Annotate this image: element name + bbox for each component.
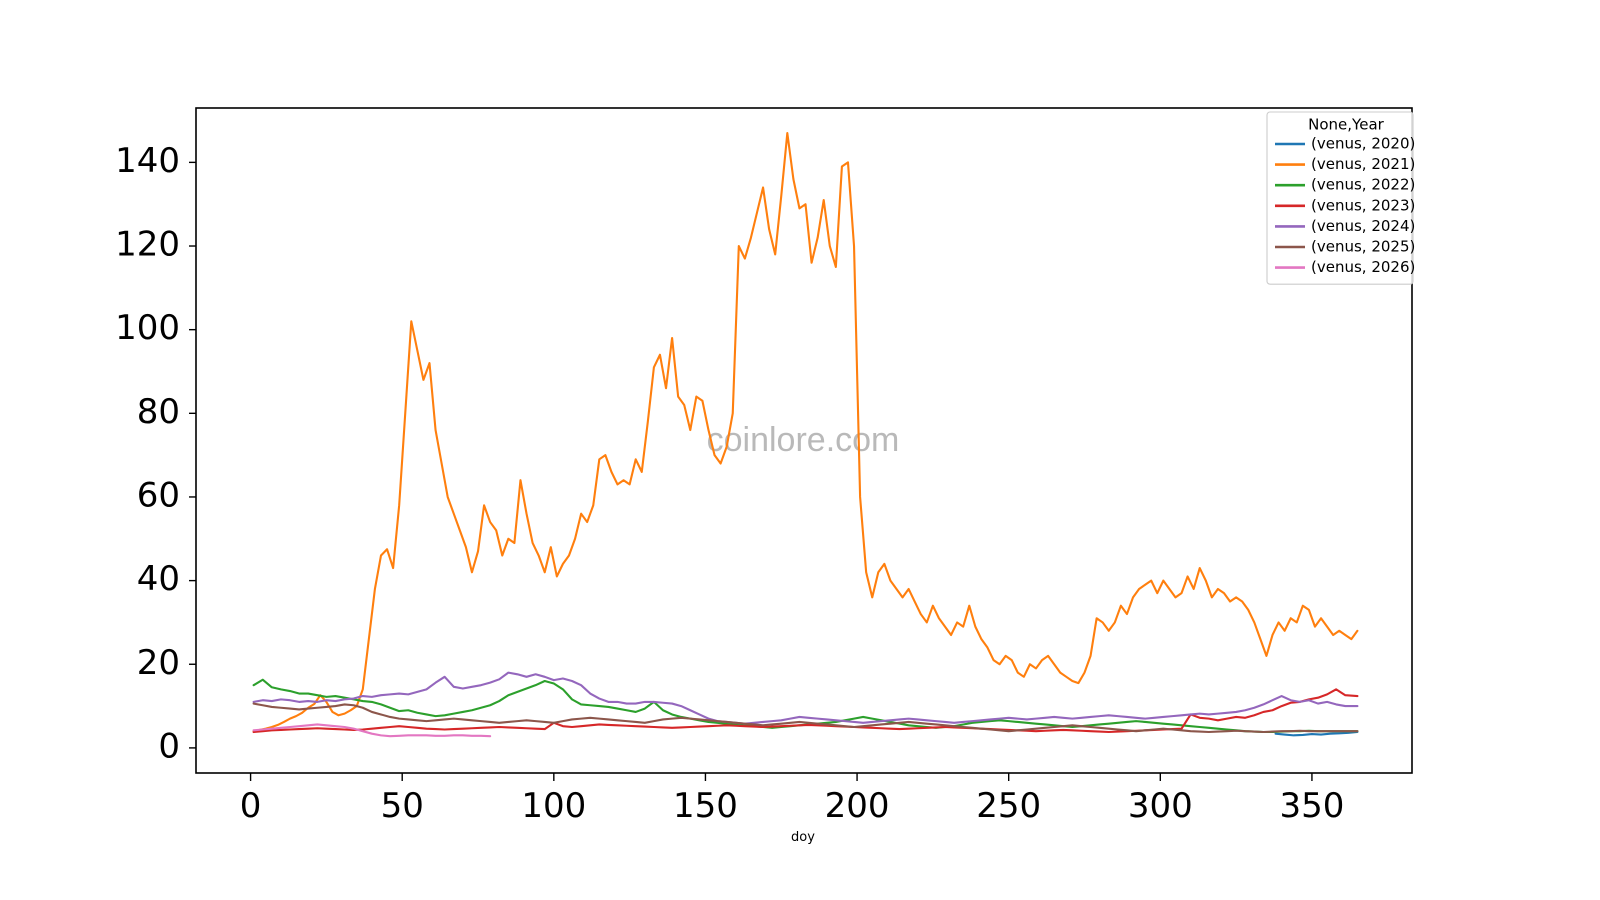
legend-item-venus-2025[interactable]: (venus, 2025) xyxy=(1275,238,1415,256)
legend-item-venus-2023[interactable]: (venus, 2023) xyxy=(1275,196,1415,214)
legend-label: (venus, 2025) xyxy=(1311,238,1415,256)
x-tick-label: 200 xyxy=(825,786,890,826)
y-axis-tick-labels: 0 20 40 60 80 100 120 140 xyxy=(115,141,180,767)
legend-item-venus-2024[interactable]: (venus, 2024) xyxy=(1275,217,1415,235)
x-tick-label: 250 xyxy=(976,786,1041,826)
series-line-venus-2021 xyxy=(252,132,1359,733)
y-tick-label: 0 xyxy=(158,726,180,766)
x-tick-label: 150 xyxy=(673,786,738,826)
series-line-venus-2020 xyxy=(1274,730,1359,737)
x-axis-title: doy xyxy=(791,830,815,845)
legend-item-venus-2026[interactable]: (venus, 2026) xyxy=(1275,258,1415,276)
y-tick-label: 60 xyxy=(137,475,180,515)
legend-item-venus-2020[interactable]: (venus, 2020) xyxy=(1275,135,1415,153)
plot-frame xyxy=(195,107,1413,774)
watermark: coinlore.com xyxy=(707,421,900,459)
y-tick-label: 80 xyxy=(137,392,180,432)
legend-label: (venus, 2022) xyxy=(1311,176,1415,194)
y-tick-label: 100 xyxy=(115,308,180,348)
legend-item-venus-2021[interactable]: (venus, 2021) xyxy=(1275,155,1415,173)
legend-label: (venus, 2024) xyxy=(1311,217,1415,235)
series-line-venus-2026 xyxy=(252,723,492,738)
axes-frame xyxy=(195,107,1413,774)
x-tick-label: 100 xyxy=(521,786,586,826)
axis-tickmarks xyxy=(189,161,1313,781)
legend-background xyxy=(1266,111,1414,285)
y-tick-label: 120 xyxy=(115,225,180,265)
y-tick-label: 20 xyxy=(137,643,180,683)
series-group xyxy=(252,132,1359,738)
legend-item-venus-2022[interactable]: (venus, 2022) xyxy=(1275,176,1415,194)
legend-title: None,Year xyxy=(1308,116,1384,134)
legend-label: (venus, 2020) xyxy=(1311,135,1415,153)
x-tick-label: 0 xyxy=(240,786,262,826)
y-tick-label: 140 xyxy=(115,141,180,181)
legend[interactable]: None,Year(venus, 2020) (venus, 2021) (venu… xyxy=(1266,111,1415,285)
x-axis-tick-labels: 0 50 100 150 200 250 300 350 xyxy=(240,786,1345,826)
legend-label: (venus, 2026) xyxy=(1311,258,1415,276)
legend-label: (venus, 2023) xyxy=(1311,196,1415,214)
x-tick-label: 350 xyxy=(1279,786,1344,826)
y-tick-label: 40 xyxy=(137,559,180,599)
series-line-venus-2024 xyxy=(252,671,1359,725)
legend-label: (venus, 2021) xyxy=(1311,155,1415,173)
x-tick-label: 50 xyxy=(381,786,424,826)
series-line-venus-2025 xyxy=(252,702,1359,734)
x-tick-label: 300 xyxy=(1128,786,1193,826)
